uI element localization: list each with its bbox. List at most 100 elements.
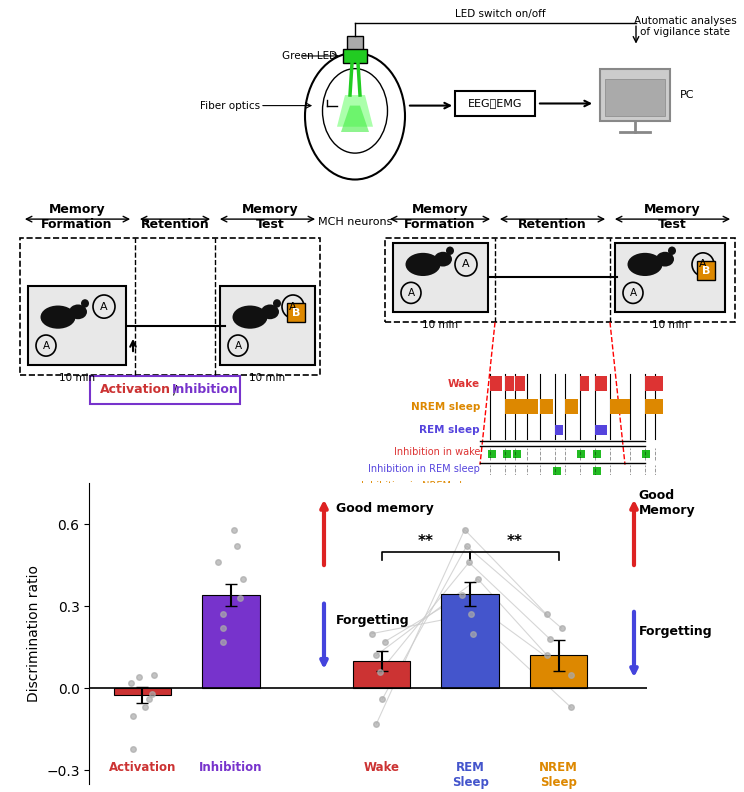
Bar xyxy=(605,79,665,116)
Polygon shape xyxy=(337,95,373,127)
Point xyxy=(464,608,476,621)
Bar xyxy=(503,450,511,459)
Bar xyxy=(530,656,588,688)
Point xyxy=(133,671,145,683)
Ellipse shape xyxy=(69,304,87,319)
Bar xyxy=(490,376,502,391)
Text: Wake: Wake xyxy=(364,761,400,774)
Ellipse shape xyxy=(232,306,268,329)
Text: **: ** xyxy=(418,534,434,549)
Text: A: A xyxy=(629,287,637,298)
Text: Automatic analyses
of vigilance state: Automatic analyses of vigilance state xyxy=(634,16,737,37)
Bar xyxy=(220,285,315,364)
Bar xyxy=(20,238,320,375)
Bar xyxy=(28,285,126,364)
Ellipse shape xyxy=(261,304,279,319)
Point xyxy=(143,693,155,706)
Text: 10 min: 10 min xyxy=(249,373,285,383)
Bar xyxy=(555,425,563,435)
Text: Retention: Retention xyxy=(518,218,586,230)
Ellipse shape xyxy=(446,246,454,255)
Text: Memory
Test: Memory Test xyxy=(644,203,700,230)
Point xyxy=(228,524,240,536)
Ellipse shape xyxy=(405,253,440,276)
Bar xyxy=(385,238,735,322)
Point xyxy=(371,718,382,730)
Text: Inhibition in REM sleep: Inhibition in REM sleep xyxy=(368,464,480,474)
Bar xyxy=(595,376,607,391)
Text: A: A xyxy=(289,302,297,311)
Bar xyxy=(513,450,521,459)
Point xyxy=(458,524,470,536)
Y-axis label: Discrimination ratio: Discrimination ratio xyxy=(27,565,40,702)
Bar xyxy=(503,484,511,492)
Ellipse shape xyxy=(81,299,89,307)
Ellipse shape xyxy=(434,252,452,267)
Ellipse shape xyxy=(656,252,674,267)
Point xyxy=(556,622,568,634)
Point xyxy=(466,627,478,640)
Bar xyxy=(580,376,589,391)
Text: A: A xyxy=(42,341,50,351)
Point xyxy=(217,635,228,648)
Text: A: A xyxy=(699,260,707,269)
Text: B: B xyxy=(292,308,300,318)
Point xyxy=(217,622,228,634)
Point xyxy=(212,556,224,569)
Point xyxy=(370,649,382,662)
Text: Memory
Test: Memory Test xyxy=(242,203,298,230)
Bar xyxy=(540,399,553,414)
Bar xyxy=(537,484,545,492)
Text: NREM
Sleep: NREM Sleep xyxy=(539,761,578,789)
Bar xyxy=(90,376,240,404)
Text: Good memory: Good memory xyxy=(336,502,433,516)
Point xyxy=(217,608,229,621)
Bar xyxy=(347,36,363,51)
Text: Forgetting: Forgetting xyxy=(336,615,409,627)
Bar xyxy=(642,450,650,459)
Bar xyxy=(515,376,525,391)
Text: Inhibition: Inhibition xyxy=(199,761,263,774)
Text: Memory
Formation: Memory Formation xyxy=(404,203,475,230)
Bar xyxy=(645,376,663,391)
Point xyxy=(544,633,556,645)
Text: A: A xyxy=(234,341,242,351)
Bar xyxy=(593,466,601,475)
Point xyxy=(139,701,151,714)
Point xyxy=(461,539,472,552)
Point xyxy=(565,701,577,714)
Bar xyxy=(610,399,630,414)
Bar xyxy=(353,661,411,688)
Bar xyxy=(593,450,601,459)
Point xyxy=(147,687,158,700)
Bar xyxy=(577,450,585,459)
Text: A: A xyxy=(462,260,469,269)
Bar xyxy=(287,303,305,322)
Point xyxy=(376,693,388,706)
Text: B: B xyxy=(702,266,711,276)
Text: EEG・EMG: EEG・EMG xyxy=(468,98,522,109)
Text: LED switch on/off: LED switch on/off xyxy=(455,9,545,19)
Text: REM
Sleep: REM Sleep xyxy=(452,761,489,789)
Bar xyxy=(393,243,488,312)
Bar xyxy=(505,376,514,391)
Ellipse shape xyxy=(627,253,662,276)
Text: Inhibition: Inhibition xyxy=(172,383,238,396)
Polygon shape xyxy=(341,105,369,132)
Bar xyxy=(488,450,496,459)
Text: 10 min: 10 min xyxy=(59,373,95,383)
Point xyxy=(456,589,468,602)
Text: REM sleep: REM sleep xyxy=(420,425,480,435)
Text: NREM sleep: NREM sleep xyxy=(411,402,480,412)
Bar xyxy=(608,484,616,492)
Bar xyxy=(553,466,561,475)
Point xyxy=(127,742,139,755)
Bar xyxy=(595,425,607,435)
Point xyxy=(237,573,249,585)
Text: Green LED: Green LED xyxy=(282,51,337,61)
Ellipse shape xyxy=(40,306,75,329)
Ellipse shape xyxy=(273,299,281,307)
Point xyxy=(231,539,243,552)
Bar xyxy=(563,484,571,492)
Text: Inhibition in wake: Inhibition in wake xyxy=(394,447,480,457)
